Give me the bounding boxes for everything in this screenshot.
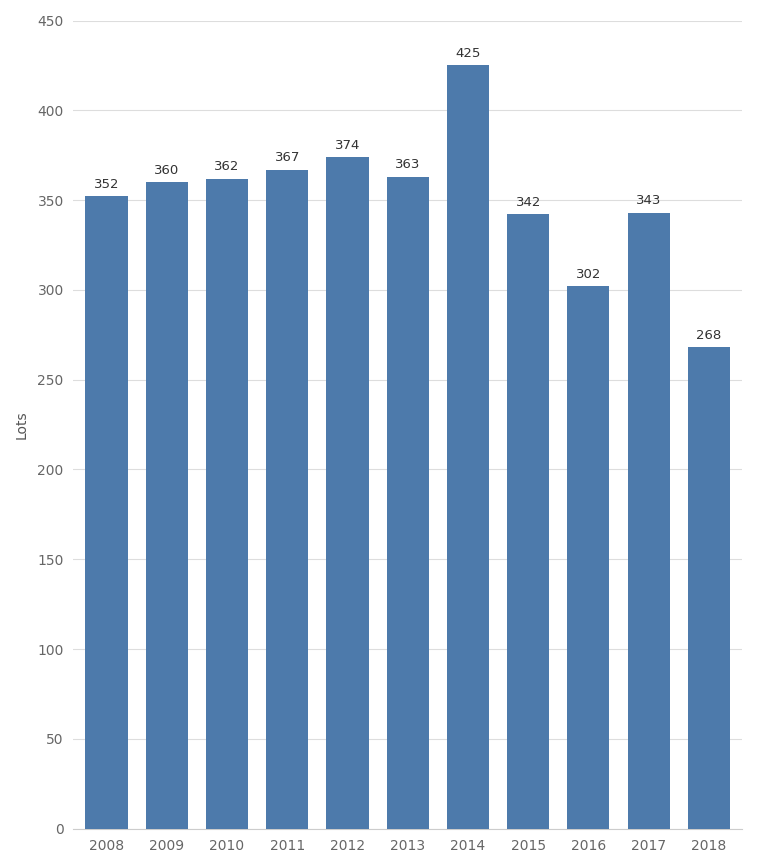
Text: 360: 360: [154, 164, 179, 177]
Text: 425: 425: [455, 47, 481, 60]
Bar: [206, 179, 248, 829]
Bar: [628, 213, 670, 829]
Bar: [387, 177, 428, 829]
Bar: [326, 157, 369, 829]
Text: 374: 374: [335, 139, 360, 152]
Text: 367: 367: [275, 151, 300, 164]
Text: 302: 302: [576, 268, 601, 281]
Bar: [266, 169, 308, 829]
Bar: [86, 196, 128, 829]
Text: 362: 362: [214, 160, 240, 173]
Bar: [447, 65, 489, 829]
Bar: [567, 286, 609, 829]
Text: 352: 352: [94, 178, 120, 191]
Text: 342: 342: [516, 196, 540, 209]
Bar: [145, 182, 188, 829]
Text: 268: 268: [696, 329, 721, 342]
Bar: [507, 214, 550, 829]
Y-axis label: Lots: Lots: [15, 411, 29, 439]
Text: 343: 343: [636, 194, 662, 207]
Text: 363: 363: [395, 158, 420, 171]
Bar: [688, 347, 730, 829]
